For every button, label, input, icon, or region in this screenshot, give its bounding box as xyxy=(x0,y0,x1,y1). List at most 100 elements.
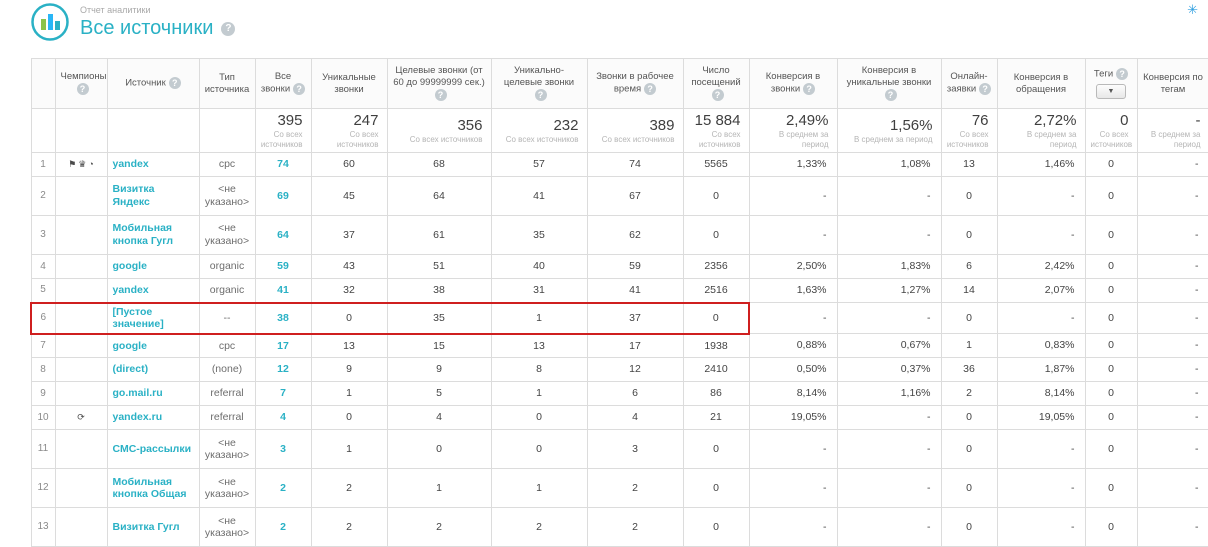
cell-source: yandex xyxy=(106,278,200,303)
cell-working-hours-calls: 59 xyxy=(586,254,684,279)
corner-icon[interactable]: ✳ xyxy=(1187,2,1198,17)
source-link[interactable]: go.mail.ru xyxy=(112,387,163,400)
help-icon[interactable]: ? xyxy=(168,77,181,90)
cell-source: Мобильная кнопка Общая xyxy=(106,468,200,509)
cell-target-calls: 9 xyxy=(386,357,492,383)
source-link[interactable]: google xyxy=(112,339,147,352)
cell-target-calls: 2 xyxy=(386,507,492,547)
source-link[interactable]: yandex xyxy=(112,158,149,171)
calls-value[interactable]: 2 xyxy=(280,520,286,533)
cell-unique-calls: 1 xyxy=(310,429,388,470)
help-icon[interactable]: ? xyxy=(979,83,992,96)
cell-conversion-to-calls: - xyxy=(748,301,838,335)
column-label: Источник xyxy=(125,77,166,89)
tags-filter-button[interactable]: ▼ xyxy=(1096,83,1126,99)
cell-online-leads: 0 xyxy=(940,301,998,335)
cell-row-number: 13 xyxy=(30,507,56,547)
summary-row: 395 Со всех источников 247 Со всех источник… xyxy=(30,108,1208,153)
source-link[interactable]: Визитка Яндекс xyxy=(112,183,155,208)
cell-all-calls: 59 xyxy=(254,254,312,279)
cell-tags: 0 xyxy=(1084,429,1138,470)
column-header-row: Чемпионы? Источник? Тип источника Все звонк… xyxy=(30,58,1208,109)
help-icon[interactable]: ? xyxy=(293,83,306,96)
calls-value[interactable]: 3 xyxy=(280,442,286,455)
help-icon[interactable]: ? xyxy=(803,83,816,96)
source-link[interactable]: Визитка Гугл xyxy=(112,520,180,533)
source-link[interactable]: yandex xyxy=(112,283,149,296)
calls-value[interactable]: 41 xyxy=(277,283,289,296)
cell-source: Визитка Гугл xyxy=(106,507,200,547)
flag-icon[interactable]: ⚑ xyxy=(68,159,77,170)
summary-caption: Со всех источников xyxy=(946,130,989,149)
summary-conversion-to-appeals: 2,72% В среднем за период xyxy=(996,108,1086,153)
calls-value[interactable]: 7 xyxy=(280,387,286,400)
summary-caption: В среднем за период xyxy=(853,134,933,144)
help-icon[interactable]: ? xyxy=(711,89,724,102)
summary-conversion-by-tags: -В среднем за период xyxy=(1136,108,1208,153)
help-icon[interactable]: ? xyxy=(884,89,897,102)
source-link[interactable]: Мобильная кнопка Гугл xyxy=(112,222,174,247)
source-link[interactable]: yandex.ru xyxy=(112,411,163,424)
calls-value[interactable]: 4 xyxy=(280,411,286,424)
source-link[interactable]: google xyxy=(112,260,147,273)
summary-unique-target-calls: 232 Со всех источников xyxy=(490,108,588,153)
cell-unique-target-calls: 1 xyxy=(490,468,588,509)
cell-conversion-by-tags: - xyxy=(1136,254,1208,279)
sources-table: Чемпионы? Источник? Тип источника Все звонк… xyxy=(30,58,1208,547)
cell-conversion-by-tags: - xyxy=(1136,215,1208,255)
cell-row-number: 12 xyxy=(30,468,56,509)
calls-value[interactable]: 17 xyxy=(277,339,289,352)
help-icon[interactable]: ? xyxy=(1116,68,1129,81)
cell-online-leads: 0 xyxy=(940,215,998,255)
logo-bar-blue xyxy=(48,14,53,30)
cell-all-calls: 3 xyxy=(254,429,312,470)
cell-row-number: 4 xyxy=(30,254,56,279)
summary-value: 356 xyxy=(457,116,483,134)
cell-tags: 0 xyxy=(1084,254,1138,279)
cell-conversion-by-tags: - xyxy=(1136,357,1208,383)
cell-tags: 0 xyxy=(1084,301,1138,335)
calls-value[interactable]: 38 xyxy=(277,311,289,324)
table-row: 6 [Пустое значение] -- 38 0 35 1 37 0- -0-0- xyxy=(30,301,1208,335)
calls-value[interactable]: 69 xyxy=(277,189,289,202)
title-help-icon[interactable]: ? xyxy=(221,21,236,36)
cell-online-leads: 36 xyxy=(940,357,998,383)
help-icon[interactable]: ? xyxy=(644,83,657,96)
cell-visits: 5565 xyxy=(682,152,750,177)
cell-online-leads: 14 xyxy=(940,278,998,303)
sync-icon[interactable]: ⟳ xyxy=(77,412,85,423)
source-link[interactable]: Мобильная кнопка Общая xyxy=(112,475,187,501)
column-label: Конверсия по тегам xyxy=(1143,71,1203,95)
column-label: Все звонки xyxy=(260,71,292,95)
calls-value[interactable]: 12 xyxy=(277,363,289,376)
help-icon[interactable]: ? xyxy=(434,89,447,102)
calls-value[interactable]: 74 xyxy=(277,158,289,171)
crown-icon[interactable]: ♛ xyxy=(78,159,87,170)
cell-source: yandex.ru xyxy=(106,405,200,431)
table-row: 2 Визитка Яндекс <не указано> 69 45 64 41 67 0- -… xyxy=(30,176,1208,216)
page-title: Все источники xyxy=(80,17,214,39)
help-icon[interactable]: ? xyxy=(76,83,89,96)
calls-value[interactable]: 64 xyxy=(277,228,289,241)
summary-value: 15 884 xyxy=(694,112,741,130)
clock-icon[interactable]: ◔ xyxy=(88,159,94,170)
table-row: 1 ⚑ ♛ ◔ yandex cpc 74 60 68 57 74 5565 1,33% 1,08% 13 1… xyxy=(30,152,1208,177)
source-link[interactable]: [Пустое значение] xyxy=(112,305,164,331)
cell-all-calls: 2 xyxy=(254,507,312,547)
report-breadcrumb: Отчет аналитики xyxy=(80,5,151,15)
cell-visits: 1938 xyxy=(682,333,750,359)
calls-value[interactable]: 59 xyxy=(277,260,289,273)
cell-conversion-to-unique-calls: 1,16% xyxy=(836,381,942,407)
cell-target-calls: 0 xyxy=(386,429,492,470)
source-link[interactable]: СМС-рассылки xyxy=(112,442,192,455)
help-icon[interactable]: ? xyxy=(534,89,547,102)
cell-source-type: <не указано> xyxy=(198,507,256,547)
column-header-conversion-to-calls: Конверсия в звонки? xyxy=(748,58,838,109)
summary-visits: 15 884 Со всех источников xyxy=(682,108,750,153)
cell-online-leads: 0 xyxy=(940,429,998,470)
cell-source-type: <не указано> xyxy=(198,215,256,255)
cell-conversion-to-unique-calls: - xyxy=(836,468,942,509)
cell-row-number: 11 xyxy=(30,429,56,470)
source-link[interactable]: (direct) xyxy=(112,363,149,376)
calls-value[interactable]: 2 xyxy=(280,481,286,494)
